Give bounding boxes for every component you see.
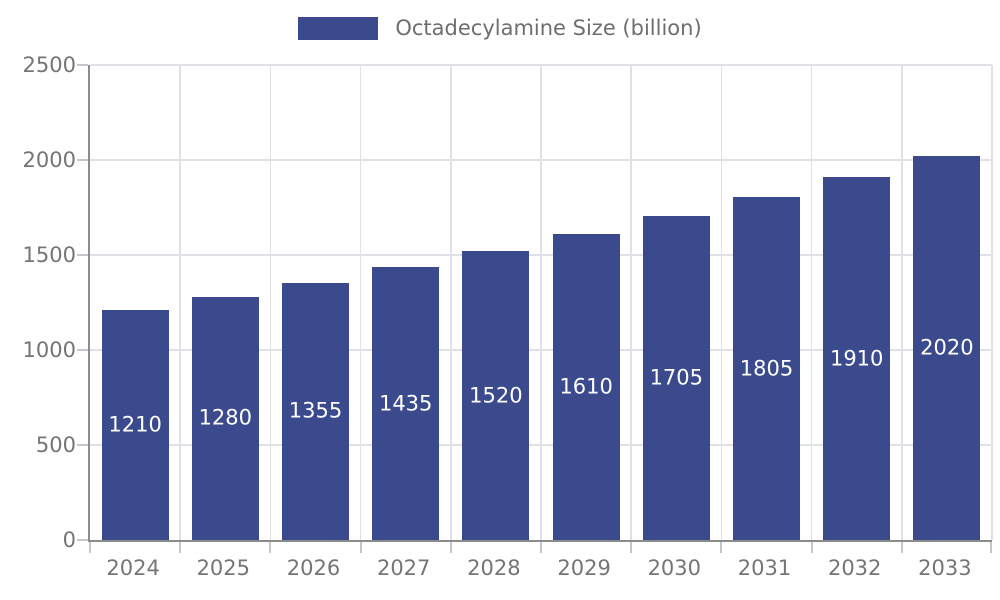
bar: 1520: [462, 251, 530, 540]
bar-value-label: 2020: [920, 335, 974, 360]
bar-value-label: 1705: [649, 365, 704, 390]
bar-value-label: 1435: [378, 391, 433, 416]
y-tick-label: 2500: [22, 53, 76, 77]
bar-value-label: 1805: [739, 356, 794, 381]
v-gridline: [991, 65, 993, 540]
x-tick-label: 2033: [918, 556, 972, 580]
x-tick: [900, 542, 903, 553]
bar: 1355: [282, 282, 349, 540]
y-tick-label: 500: [35, 433, 76, 457]
x-tick-label: 2025: [196, 556, 251, 580]
x-tick-label: 2031: [737, 556, 792, 580]
bar-value-label: 1610: [559, 374, 613, 399]
legend-swatch: [298, 17, 379, 41]
y-tick-label: 0: [62, 528, 76, 552]
y-tick-label: 1000: [22, 338, 76, 362]
legend-label: Octadecylamine Size (billion): [395, 16, 702, 40]
x-tick-label: 2028: [467, 556, 521, 580]
y-tick: [77, 64, 88, 66]
y-tick: [77, 254, 88, 256]
v-gridline: [359, 65, 362, 540]
v-gridline: [901, 65, 903, 540]
x-tick: [449, 542, 452, 553]
v-gridline: [540, 65, 542, 540]
bar: 1610: [552, 234, 620, 540]
bar: 1805: [733, 197, 800, 540]
x-tick-label: 2024: [106, 556, 160, 580]
bar: 1210: [101, 310, 169, 540]
x-tick: [720, 542, 723, 553]
bar: 1280: [191, 296, 259, 540]
x-tick-label: 2029: [557, 556, 611, 580]
x-tick-label: 2032: [827, 556, 882, 580]
x-tick: [540, 542, 542, 553]
x-tick: [990, 542, 992, 553]
y-tick-label: 2000: [22, 148, 76, 172]
x-tick: [179, 542, 182, 553]
x-axis-labels: 2024 2025 2026 2027 2028 2029 2030 2031 2032 2033: [88, 556, 990, 586]
bar-value-label: 1280: [198, 405, 253, 430]
bar-value-label: 1210: [108, 412, 162, 437]
y-axis-labels: 0 500 1000 1500 2000 2500: [0, 55, 76, 551]
y-tick-label: 1500: [22, 243, 76, 267]
x-tick: [359, 542, 362, 553]
v-gridline: [630, 65, 632, 540]
v-gridline: [269, 65, 272, 540]
y-tick: [77, 349, 88, 351]
x-tick-label: 2026: [286, 556, 341, 580]
x-tick: [269, 542, 272, 553]
y-tick: [77, 539, 88, 541]
bar-value-label: 1520: [469, 383, 523, 408]
bar-value-label: 1910: [829, 346, 884, 371]
v-gridline: [720, 65, 723, 540]
v-gridline: [450, 65, 452, 540]
h-gridline: [90, 64, 992, 66]
x-tick: [89, 542, 91, 553]
bar: 1435: [372, 267, 440, 540]
bar: 1910: [823, 177, 891, 540]
y-tick: [77, 444, 88, 446]
bar-value-label: 1355: [288, 398, 343, 423]
x-tick: [810, 542, 813, 553]
y-tick: [77, 159, 88, 161]
bar: 2020: [913, 156, 981, 540]
legend: Octadecylamine Size (billion): [0, 16, 1000, 41]
v-gridline: [810, 65, 813, 540]
plot-area: 1210 1280 1355 1435 1520 1610 1705 1805 1910 2020: [77, 64, 993, 553]
x-tick-label: 2030: [647, 556, 702, 580]
x-tick-label: 2027: [376, 556, 431, 580]
bar: 1705: [642, 216, 710, 540]
h-gridline: [90, 159, 992, 161]
v-gridline: [179, 65, 181, 540]
x-tick: [630, 542, 633, 553]
